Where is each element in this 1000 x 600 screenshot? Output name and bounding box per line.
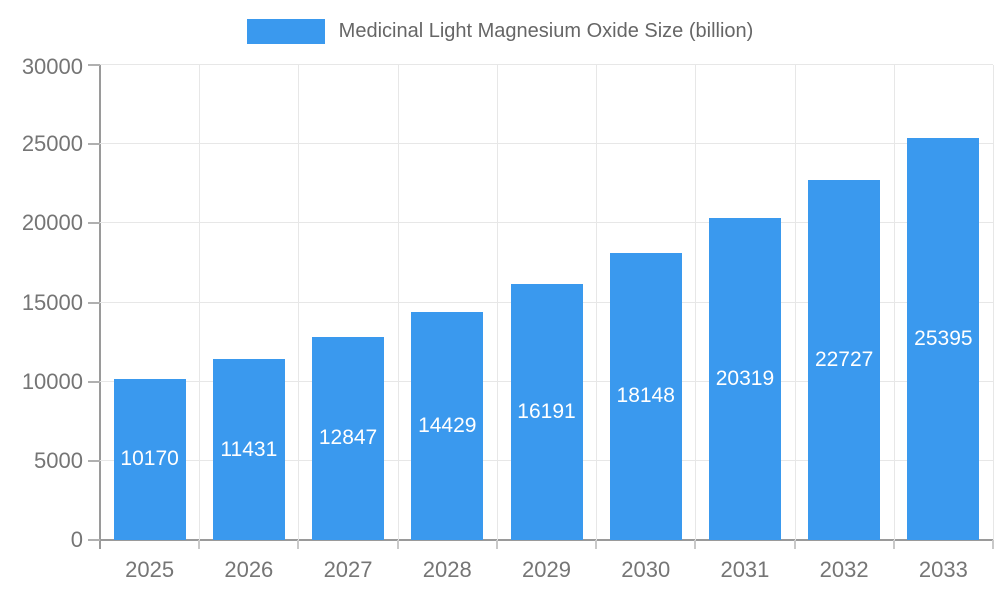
x-tick-label: 2028 — [422, 557, 472, 582]
bar-2029: 16191 — [510, 283, 583, 540]
bar-value-label: 10170 — [120, 447, 179, 471]
x-axis-tick — [793, 540, 796, 549]
x-tick-label: 2026 — [224, 557, 274, 582]
y-tick-label: 20000 — [21, 210, 83, 236]
v-gridline — [298, 65, 300, 540]
y-axis-tick — [88, 459, 100, 462]
y-axis-tick — [88, 143, 100, 146]
y-axis-tick — [88, 380, 100, 383]
bar-value-label: 14429 — [418, 413, 477, 437]
bar-value-label: 20319 — [715, 367, 775, 391]
v-gridline — [993, 65, 994, 540]
y-axis-tick — [88, 64, 100, 66]
x-tick-label: 2031 — [720, 557, 770, 582]
v-gridline — [496, 65, 498, 540]
y-tick-label: 25000 — [21, 131, 83, 157]
x-tick-label: 2027 — [323, 557, 373, 582]
v-gridline — [199, 65, 201, 540]
legend-swatch — [246, 19, 325, 44]
y-axis-line — [99, 65, 101, 549]
x-axis-tick — [595, 540, 598, 549]
bar-value-label: 16191 — [517, 399, 576, 423]
h-gridline — [100, 64, 993, 65]
bar-value-label: 25395 — [914, 326, 973, 350]
bar-2025: 10170 — [113, 378, 186, 540]
bar-2030: 18148 — [609, 252, 682, 540]
x-axis-tick — [396, 540, 399, 549]
y-tick-label: 5000 — [34, 447, 83, 473]
bar-2033: 25395 — [907, 137, 980, 540]
bar-2032: 22727 — [808, 180, 881, 540]
x-axis-tick — [198, 540, 201, 549]
x-axis-line — [99, 539, 993, 541]
v-gridline — [794, 65, 796, 540]
y-tick-label: 30000 — [21, 54, 83, 79]
v-gridline — [893, 65, 895, 540]
x-tick-label: 2033 — [918, 557, 968, 582]
y-tick-label: 15000 — [21, 289, 83, 315]
bar-value-label: 12847 — [318, 426, 378, 450]
x-axis-tick — [495, 540, 498, 549]
bar-2028: 14429 — [411, 311, 484, 540]
bar-2031: 20319 — [708, 218, 781, 540]
x-axis-tick — [297, 540, 300, 549]
bar-value-label: 18148 — [616, 384, 675, 408]
v-gridline — [695, 65, 697, 540]
x-tick-label: 2025 — [125, 557, 175, 582]
x-axis-tick — [694, 540, 697, 549]
x-tick-label: 2029 — [522, 557, 571, 582]
y-axis-tick — [88, 301, 100, 304]
x-tick-label: 2032 — [819, 557, 869, 582]
x-axis-tick — [892, 540, 895, 549]
y-tick-label: 0 — [70, 527, 83, 552]
x-axis-tick — [992, 540, 994, 549]
plot-area: 0 5000 10000 15000 20000 25000 30000 10170 2025 1… — [22, 54, 994, 582]
x-tick-label: 2030 — [621, 557, 671, 582]
v-gridline — [397, 65, 399, 540]
bar-value-label: 22727 — [814, 348, 874, 372]
bar-2026: 11431 — [212, 359, 285, 540]
v-gridline — [596, 65, 598, 540]
h-gridline — [100, 222, 993, 224]
bar-value-label: 11431 — [220, 437, 278, 461]
y-axis-tick — [88, 539, 100, 541]
bar-2027: 12847 — [312, 336, 385, 540]
y-tick-label: 10000 — [21, 368, 83, 394]
h-gridline — [100, 143, 993, 145]
legend-item[interactable]: Medicinal Light Magnesium Oxide Size (bi… — [246, 19, 754, 44]
legend-label: Medicinal Light Magnesium Oxide Size (bi… — [338, 20, 754, 42]
y-axis-tick — [88, 222, 100, 225]
chart-legend: Medicinal Light Magnesium Oxide Size (bi… — [0, 19, 1000, 44]
